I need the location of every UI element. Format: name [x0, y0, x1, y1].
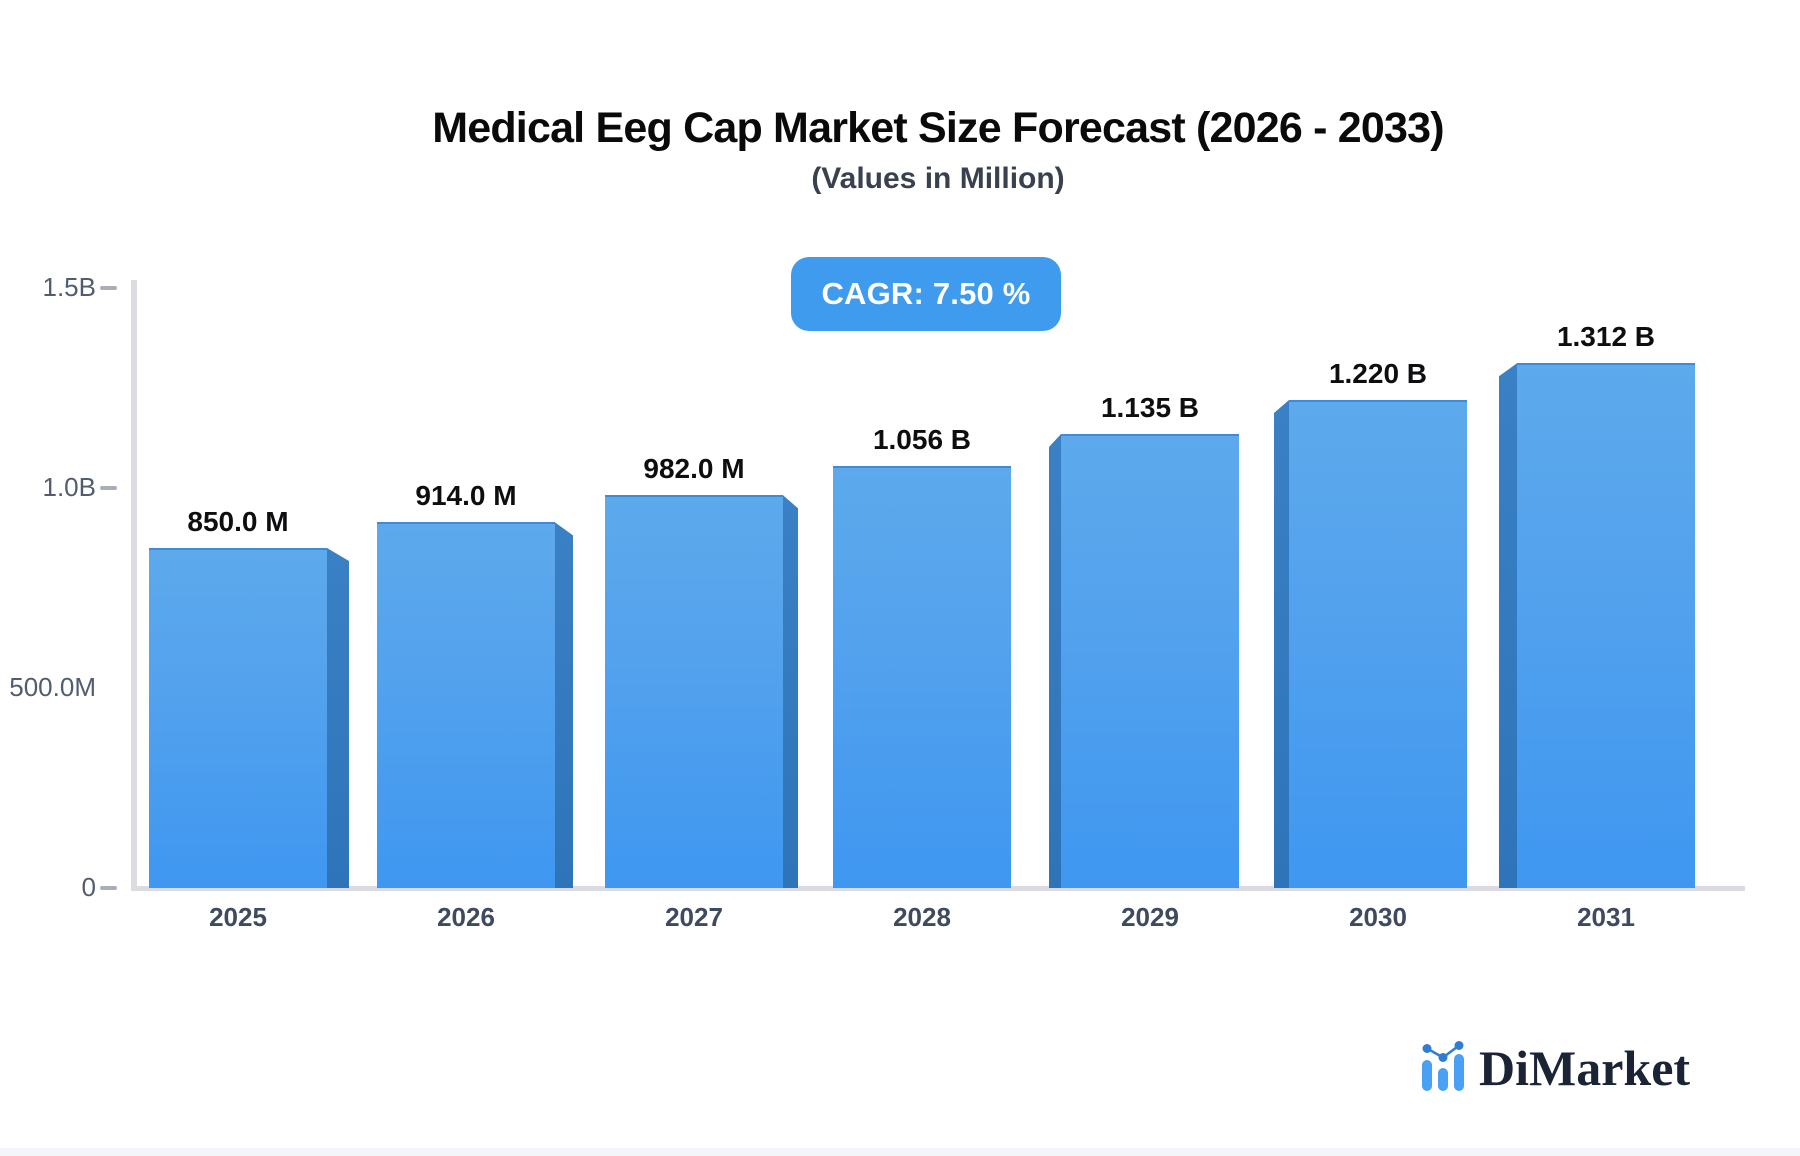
- bar-value-label: 1.056 B: [872, 423, 972, 455]
- x-axis-label: 2029: [1121, 902, 1179, 932]
- bar: [149, 548, 327, 888]
- y-axis-line: [131, 280, 137, 891]
- x-axis-label: 2028: [893, 902, 951, 932]
- chart-subtitle: (Values in Million): [811, 162, 1065, 195]
- bar: [833, 465, 1011, 888]
- y-axis-label: 0: [81, 872, 96, 902]
- x-axis-line: [131, 886, 1745, 891]
- bar-side-face: [1274, 400, 1289, 888]
- bar-side-face: [1049, 434, 1061, 888]
- x-axis-label: 2026: [437, 902, 495, 932]
- y-axis-tick: [100, 286, 117, 290]
- cagr-badge: CAGR: 7.50 %: [791, 257, 1061, 331]
- bar: [1289, 400, 1467, 888]
- bar-side-face: [555, 522, 573, 888]
- brand-logo: DiMarket: [1422, 1040, 1691, 1096]
- bar-side-face: [327, 548, 349, 888]
- bar-side-face: [783, 495, 798, 888]
- bar: [1061, 434, 1239, 888]
- mini-bar-chart-icon: [1422, 1041, 1464, 1091]
- y-axis-label: 1.5B: [42, 272, 97, 302]
- bar: [1517, 363, 1695, 888]
- y-axis-label: 500.0M: [9, 672, 96, 702]
- bar-side-face: [1499, 363, 1517, 888]
- cagr-badge-label: CAGR: 7.50 %: [821, 276, 1031, 311]
- y-axis-label: 1.0B: [42, 472, 97, 502]
- bar: [605, 495, 783, 888]
- y-axis-tick: [100, 886, 117, 890]
- bar-value-label: 1.312 B: [1556, 321, 1656, 353]
- bar-value-label: 1.135 B: [1100, 392, 1200, 423]
- bar-value-label: 1.220 B: [1328, 358, 1428, 389]
- bar-value-label: 850.0 M: [187, 506, 289, 537]
- bar-value-label: 982.0 M: [643, 453, 745, 485]
- chart-title: Medical Eeg Cap Market Size Forecast (20…: [432, 104, 1444, 152]
- bar-value-label: 914.0 M: [415, 480, 517, 512]
- brand-name: DiMarket: [1479, 1040, 1691, 1096]
- bar: [377, 522, 555, 888]
- x-axis-label: 2030: [1349, 902, 1407, 932]
- x-axis-label: 2031: [1577, 902, 1635, 932]
- y-axis-tick: [100, 486, 117, 490]
- x-axis-label: 2027: [665, 902, 723, 932]
- x-axis-label: 2025: [209, 902, 267, 932]
